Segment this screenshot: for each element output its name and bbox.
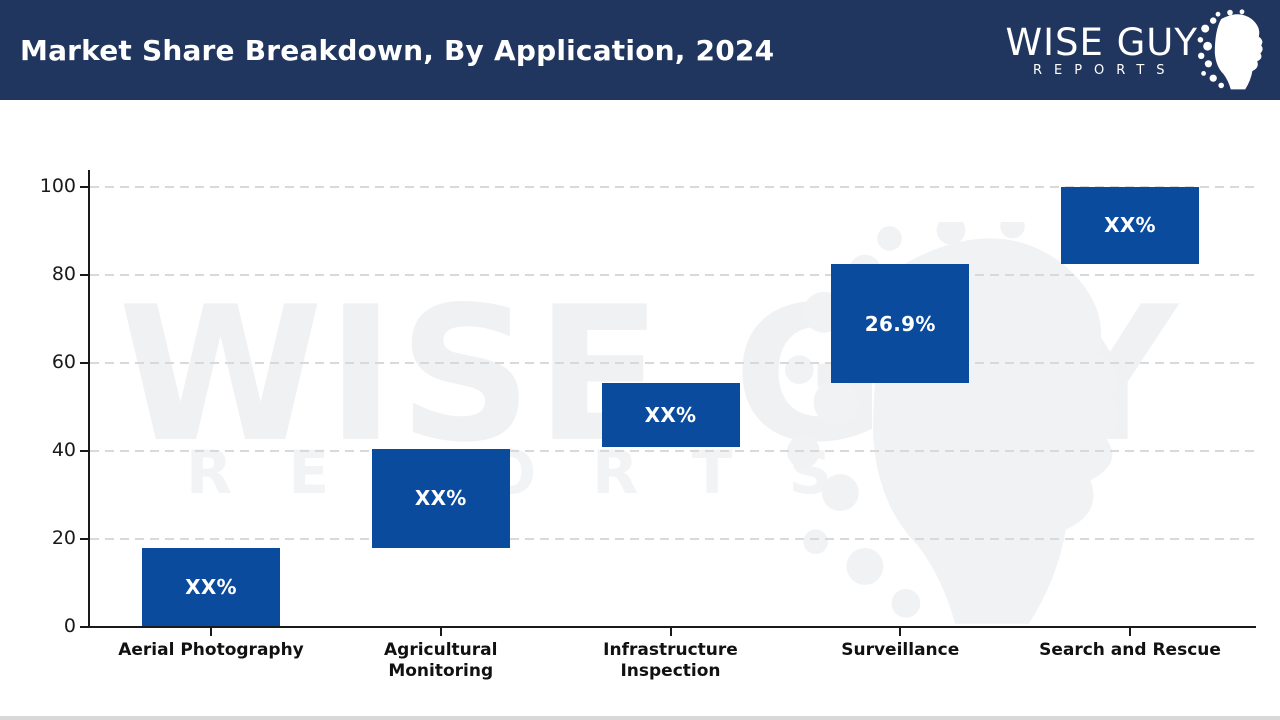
gridline-100 [90, 186, 1256, 188]
x-category-label-line: Aerial Photography [118, 640, 304, 660]
y-tick-label-60: 60 [51, 351, 76, 373]
page-title: Market Share Breakdown, By Application, … [20, 33, 775, 67]
y-tick-label-100: 100 [39, 175, 76, 197]
x-tick-mark-3 [899, 628, 902, 636]
logo-subtitle: REPORTS [1032, 63, 1177, 79]
y-tick-label-40: 40 [51, 439, 76, 461]
wiseguy-face-logo-icon [1197, 9, 1263, 90]
gridline-40 [90, 450, 1256, 452]
x-tick-mark-4 [1129, 628, 1131, 636]
bar-segment: XX% [142, 547, 280, 627]
bar-value-label: 26.9% [864, 311, 936, 336]
x-category-label-line: Search and Rescue [1039, 640, 1221, 660]
gridline-80 [90, 274, 1256, 276]
wiseguy-logo: WISE GUY REPORTS [1006, 8, 1266, 94]
y-tick-mark-80 [80, 274, 89, 276]
x-category-label-line: Infrastructure [603, 640, 738, 660]
x-tick-mark-2 [669, 628, 672, 636]
x-category-label-line: Inspection [620, 661, 721, 681]
y-tick-label-80: 80 [51, 263, 76, 285]
x-category-label-line: Monitoring [388, 661, 494, 681]
x-tick-mark-0 [210, 628, 212, 636]
bar-segment: XX% [371, 448, 510, 548]
logo-wordmark: WISE GUY [1005, 20, 1198, 64]
y-tick-mark-40 [80, 450, 89, 452]
bar-segment: 26.9% [831, 264, 970, 383]
x-category-label: Agricultural Monitoring [384, 640, 497, 682]
x-axis-line [88, 626, 1256, 628]
y-tick-mark-20 [80, 538, 89, 540]
bar-segment: XX% [601, 382, 740, 447]
watermark-subtitle: REPORTS [186, 438, 888, 508]
bar-value-label: XX% [1104, 213, 1156, 238]
y-axis-line [88, 170, 90, 628]
x-tick-mark-1 [439, 628, 442, 636]
y-tick-mark-100 [80, 186, 89, 188]
bottom-divider [0, 716, 1280, 720]
x-category-label: Infrastructure Inspection [603, 640, 738, 682]
bar-value-label: XX% [644, 402, 697, 427]
x-category-label-line: Agricultural [384, 640, 498, 660]
y-tick-mark-0 [80, 626, 89, 628]
bar-value-label: XX% [185, 575, 237, 600]
x-category-label: Aerial Photography [118, 640, 304, 661]
gridline-20 [90, 538, 1256, 540]
x-category-label: Search and Rescue [1039, 640, 1221, 661]
y-tick-label-20: 20 [51, 527, 76, 549]
y-tick-mark-60 [80, 362, 89, 364]
bar-segment: XX% [1061, 187, 1199, 264]
bar-value-label: XX% [414, 486, 467, 511]
wiseguy-logo-text: WISE GUY REPORTS [1005, 20, 1198, 79]
x-category-label-line: Surveillance [841, 640, 960, 660]
header-bar: Market Share Breakdown, By Application, … [0, 0, 1280, 100]
x-category-label: Surveillance [841, 640, 959, 661]
y-tick-label-0: 0 [63, 615, 76, 637]
gridline-60 [90, 362, 1256, 364]
